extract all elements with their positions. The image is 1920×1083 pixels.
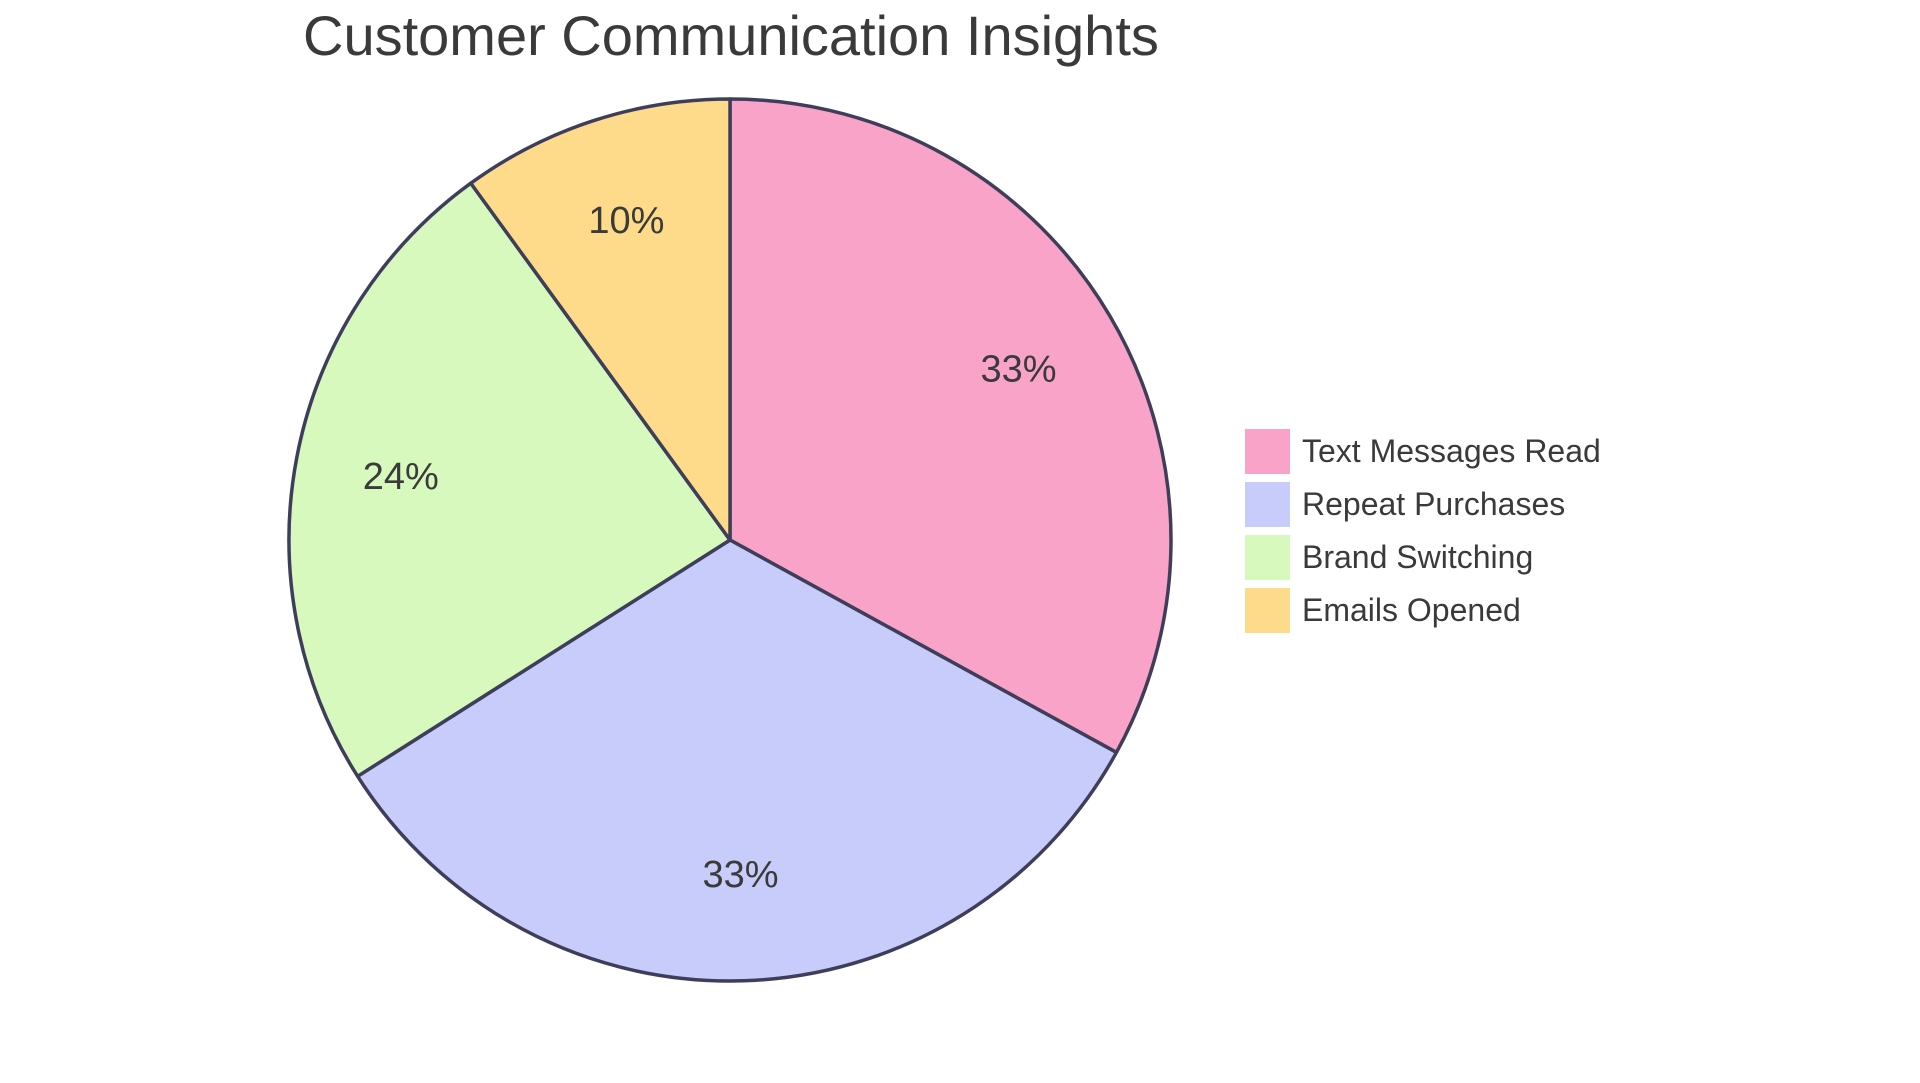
legend: Text Messages Read Repeat Purchases Bran… <box>1245 429 1601 641</box>
slice-percent-label: 33% <box>980 348 1056 390</box>
legend-label: Text Messages Read <box>1302 433 1601 469</box>
legend-swatch-repeat-purchases <box>1245 482 1290 527</box>
legend-item: Emails Opened <box>1245 588 1601 633</box>
legend-label: Emails Opened <box>1302 592 1521 628</box>
pie-slice-brand-switching <box>287 181 732 779</box>
legend-swatch-text-messages-read <box>1245 429 1290 474</box>
legend-swatch-emails-opened <box>1245 588 1290 633</box>
legend-item: Repeat Purchases <box>1245 482 1601 527</box>
slice-percent-label: 10% <box>588 200 664 242</box>
legend-item: Brand Switching <box>1245 535 1601 580</box>
pie-slice-text-messages-read <box>728 97 1173 755</box>
legend-label: Repeat Purchases <box>1302 486 1566 522</box>
legend-swatch-brand-switching <box>1245 535 1290 580</box>
pie-slice-emails-opened <box>469 97 732 542</box>
pie-slice-repeat-purchases <box>355 538 1119 983</box>
legend-item: Text Messages Read <box>1245 429 1601 474</box>
chart-title: Customer Communication Insights <box>303 4 1159 67</box>
slice-percent-label: 24% <box>363 456 439 498</box>
legend-label: Brand Switching <box>1302 539 1534 575</box>
slice-percent-label: 33% <box>702 854 778 896</box>
